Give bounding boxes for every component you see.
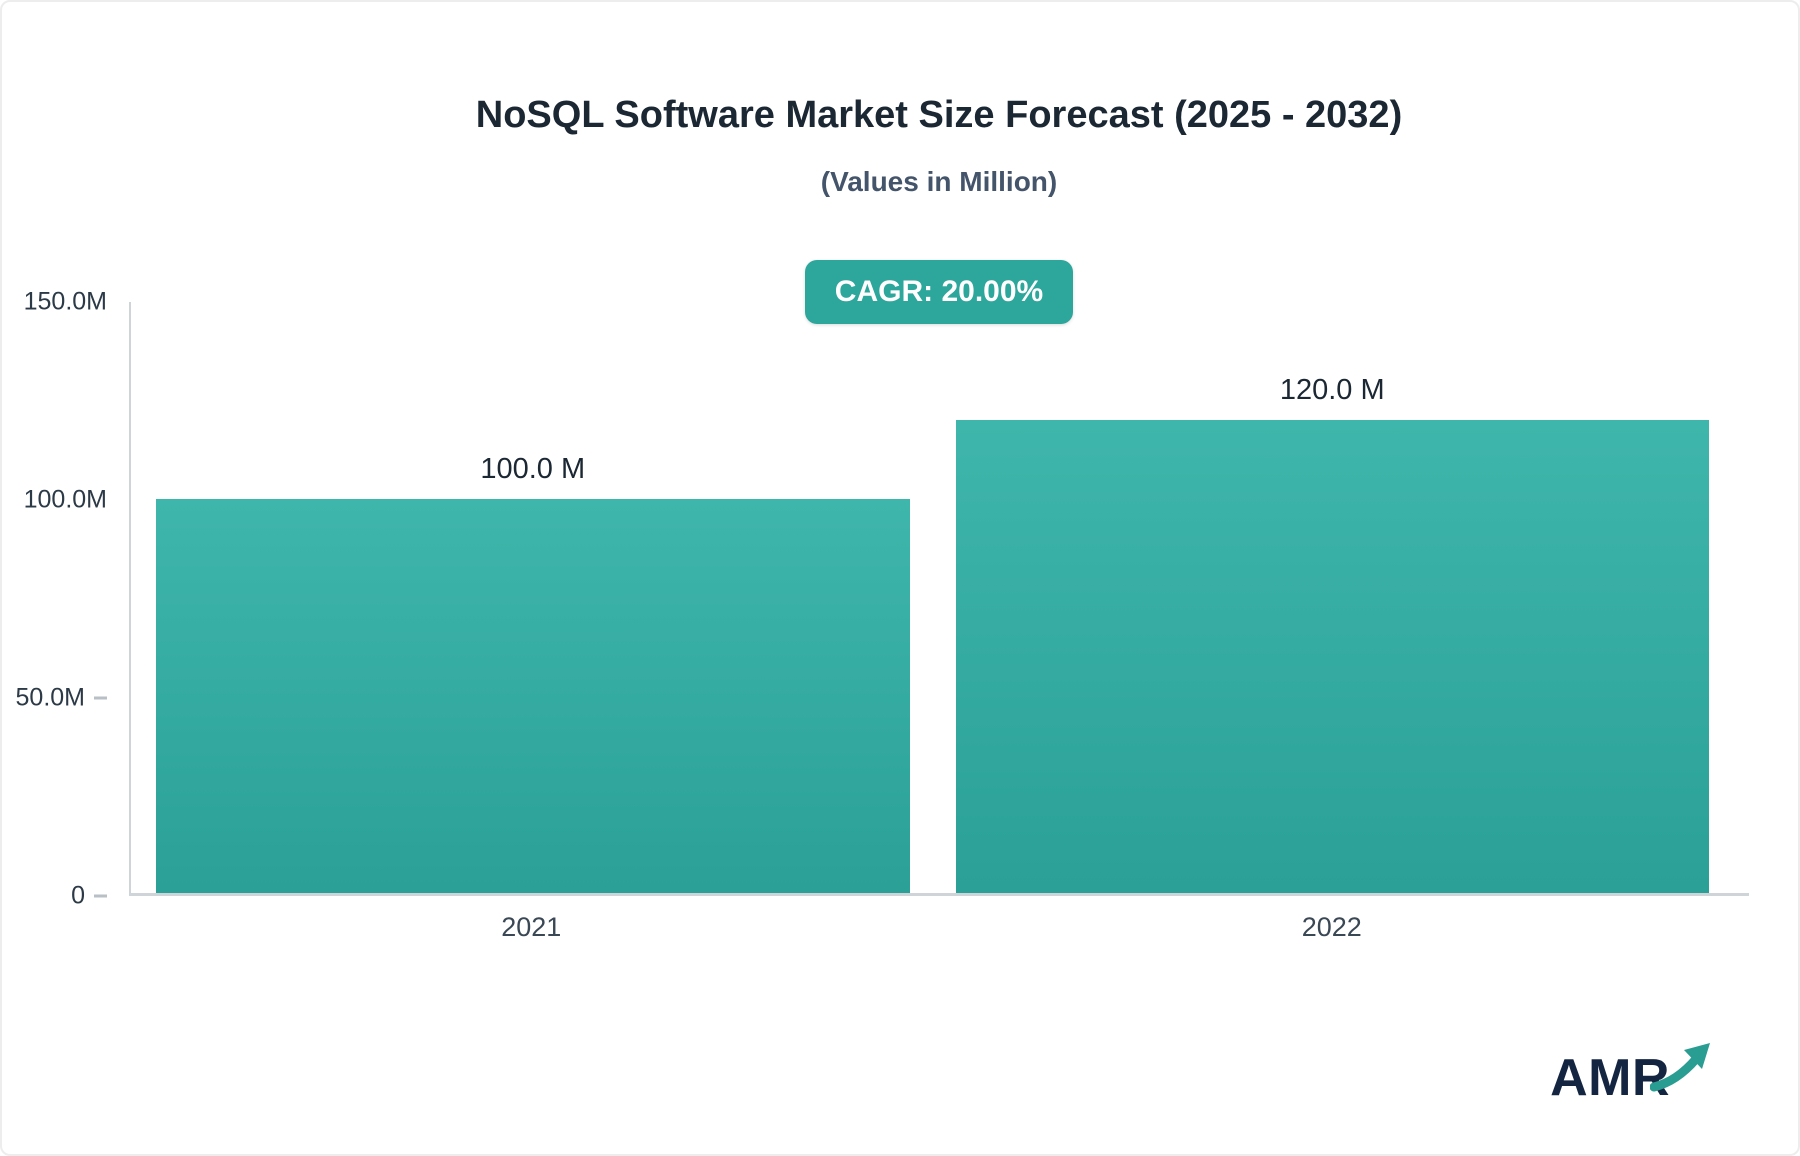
chart-subtitle: (Values in Million) [820, 166, 1058, 197]
bar: 120.0 M [955, 374, 1709, 893]
y-axis: 150.0M 100.0M 50.0M 0 [2, 288, 129, 910]
cagr-badge-wrap: CAGR: 20.00% [129, 260, 1749, 324]
x-axis-category-label: 2022 [1301, 912, 1362, 942]
y-tick: 50.0M [16, 684, 107, 713]
cagr-badge: CAGR: 20.00% [804, 260, 1074, 324]
bar: 100.0 M [156, 453, 910, 893]
bar-value-label: 100.0 M [480, 453, 586, 485]
tick-mark [94, 696, 107, 700]
plot-area: 100.0 M 120.0 M [129, 302, 1749, 896]
bar-group: 100.0 M [156, 302, 910, 893]
y-tick: 0 [71, 882, 107, 911]
amr-logo: AMR [1550, 1041, 1712, 1104]
y-tick: 100.0M [24, 486, 107, 515]
x-axis-category-label: 2021 [501, 912, 562, 942]
bar-value-label: 120.0 M [1279, 374, 1385, 407]
growth-arrow-icon [1649, 1041, 1712, 1102]
y-tick-label: 150.0M [23, 287, 107, 316]
y-tick: 150.0M [24, 288, 107, 317]
y-tick-label: 100.0M [23, 485, 107, 514]
x-axis: 2021 2022 [129, 912, 1749, 943]
chart-title: NoSQL Software Market Size Forecast (202… [475, 94, 1403, 136]
bar-group: 120.0 M [955, 302, 1709, 893]
amr-logo-text: AMR [1550, 1049, 1670, 1107]
y-tick-label: 50.0M [15, 683, 85, 712]
tick-mark [94, 894, 107, 898]
y-tick-label: 0 [71, 881, 85, 910]
